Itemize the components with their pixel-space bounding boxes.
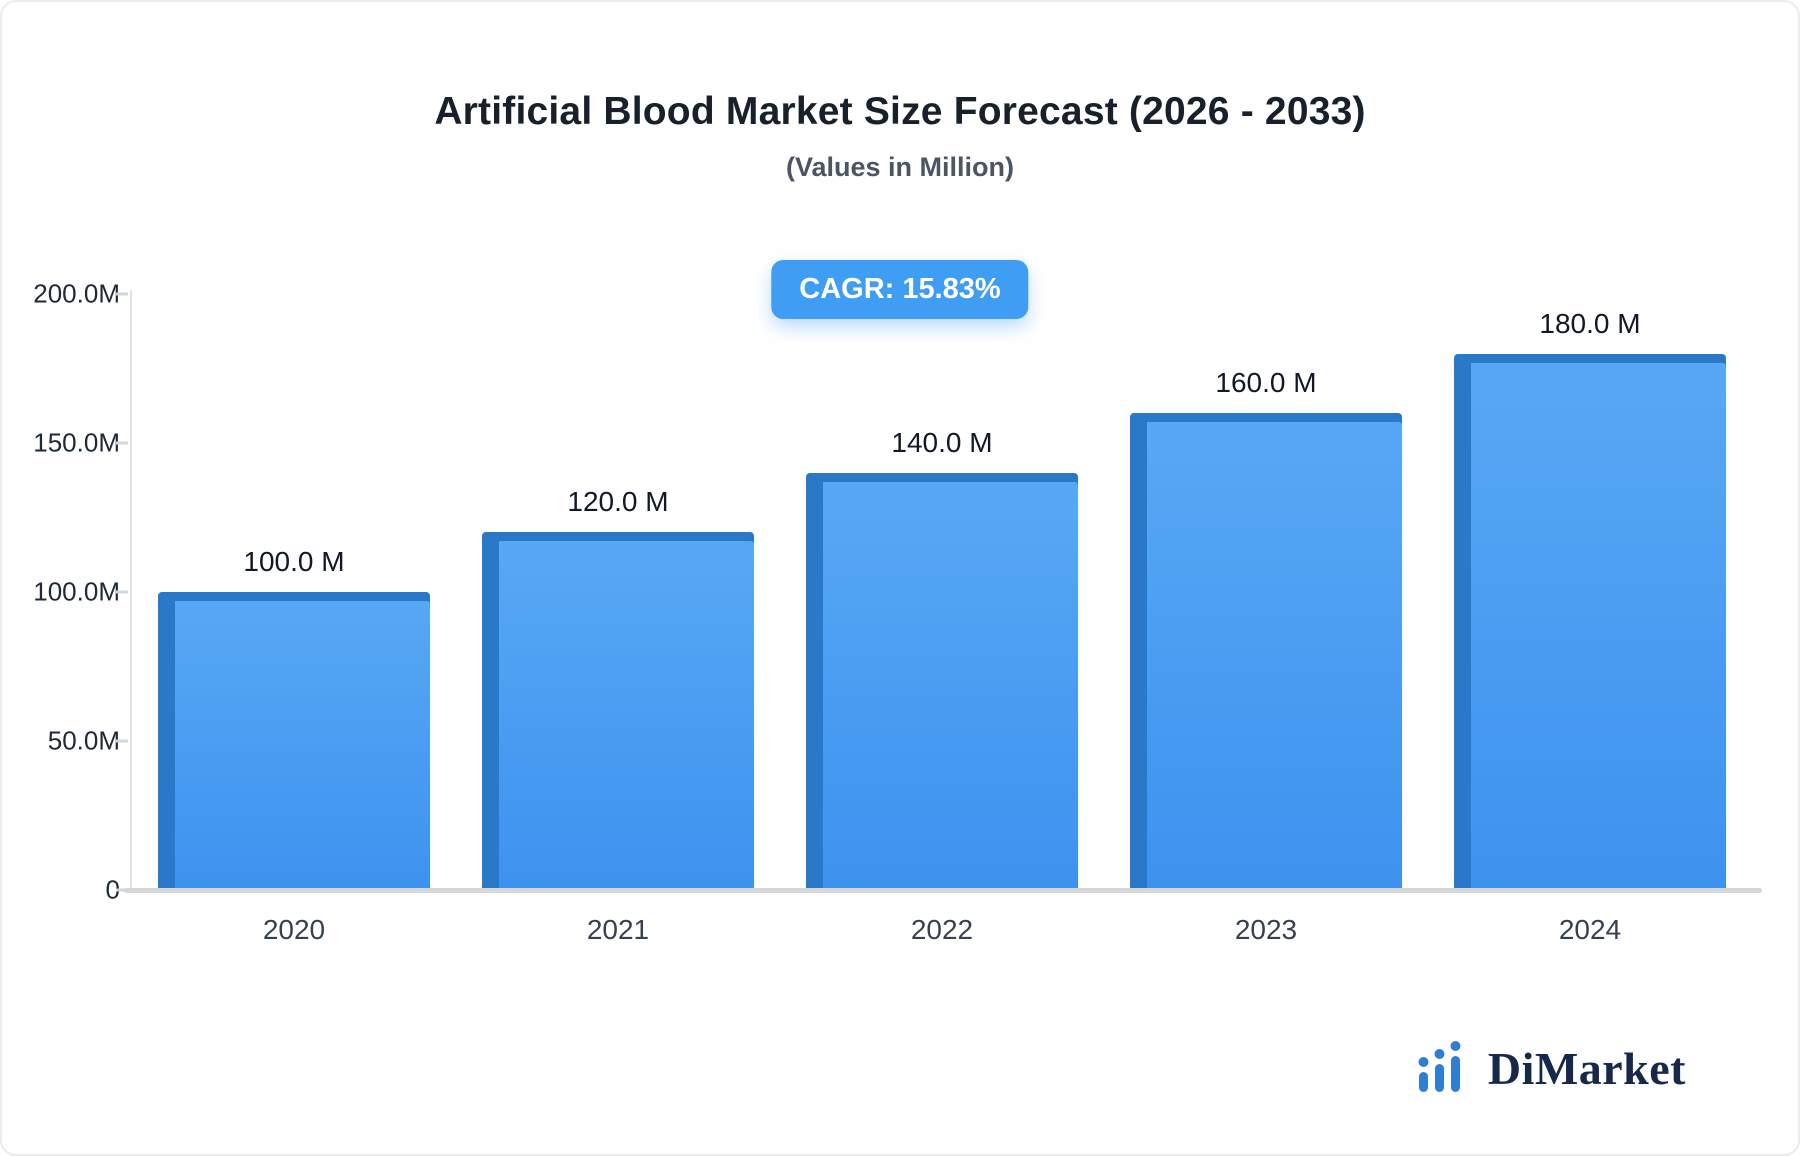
bar-value-label: 120.0 M	[567, 486, 669, 518]
plot-area: 100.0 M 120.0 M 140.0 M 160.0 M 180.0 M	[132, 294, 1752, 890]
y-tick-mark	[116, 739, 128, 743]
brand-logo: DiMarket	[1414, 1040, 1686, 1096]
bar-2024: 180.0 M	[1454, 308, 1726, 890]
y-tick-mark	[116, 888, 128, 892]
bar-slot: 100.0 M	[132, 294, 456, 890]
brand-name: DiMarket	[1487, 1042, 1686, 1094]
bar-slot: 180.0 M	[1428, 294, 1752, 890]
y-tick-label: 0	[105, 874, 120, 905]
y-tick-label: 50.0M	[47, 725, 120, 756]
y-tick-mark	[116, 441, 128, 445]
bar-value-label: 160.0 M	[1215, 367, 1317, 399]
bar-face	[1147, 422, 1402, 890]
y-axis-line	[130, 290, 132, 890]
bar-value-label: 140.0 M	[891, 426, 993, 458]
y-axis-labels: 0 50.0M 100.0M 150.0M 200.0M	[32, 279, 120, 905]
x-axis-line	[124, 888, 1762, 893]
bar-slot: 160.0 M	[1104, 294, 1428, 890]
y-tick-mark	[116, 590, 128, 594]
x-tick-label: 2021	[586, 914, 650, 945]
y-tick-mark	[116, 292, 128, 296]
x-tick-label: 2023	[1234, 914, 1298, 945]
bar-chart-dots-icon	[1418, 1041, 1461, 1092]
x-axis-labels: 2020 2021 2022 2023 2024	[132, 914, 1752, 946]
bar-face	[823, 481, 1078, 890]
bar-face	[175, 601, 430, 890]
bar-value-label: 180.0 M	[1539, 307, 1641, 339]
bar-value-label: 100.0 M	[243, 546, 345, 577]
y-tick-label: 100.0M	[33, 576, 120, 607]
y-tick-label: 200.0M	[33, 278, 120, 309]
bar-2020: 100.0 M	[158, 546, 430, 890]
chart-subtitle: (Values in Million)	[785, 152, 1015, 182]
bar-2022: 140.0 M	[806, 427, 1078, 890]
x-tick-label: 2022	[910, 914, 974, 945]
cagr-badge: CAGR: 15.83%	[771, 260, 1029, 319]
chart-title: Artificial Blood Market Size Forecast (2…	[434, 90, 1366, 133]
x-tick-label: 2020	[262, 914, 326, 945]
bar-face	[499, 541, 754, 890]
y-tick-label: 150.0M	[33, 427, 120, 458]
bar-slot: 140.0 M	[780, 294, 1104, 890]
x-tick-label: 2024	[1558, 914, 1622, 945]
bar-2021: 120.0 M	[482, 486, 754, 890]
bar-face	[1471, 362, 1726, 890]
bar-slot: 120.0 M	[456, 294, 780, 890]
bar-2023: 160.0 M	[1130, 367, 1402, 890]
